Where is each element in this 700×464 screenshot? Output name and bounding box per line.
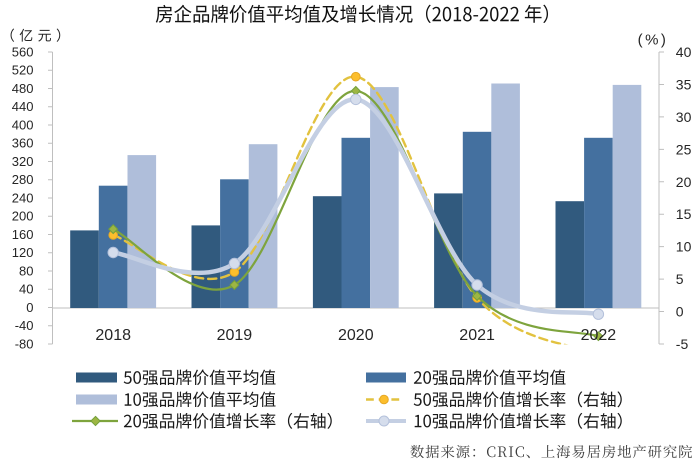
svg-text:25: 25 — [676, 141, 692, 157]
svg-text:10: 10 — [676, 239, 692, 255]
svg-text:-5: -5 — [676, 336, 689, 352]
svg-text:560: 560 — [12, 44, 34, 59]
svg-text:2020: 2020 — [338, 327, 374, 344]
svg-text:80: 80 — [19, 263, 33, 278]
svg-text:40: 40 — [19, 282, 33, 297]
svg-text:400: 400 — [12, 117, 34, 132]
svg-text:2021: 2021 — [459, 327, 495, 344]
svg-text:160: 160 — [12, 227, 34, 242]
svg-text:440: 440 — [12, 99, 34, 114]
svg-text:520: 520 — [12, 63, 34, 78]
svg-text:35: 35 — [676, 76, 692, 92]
svg-text:240: 240 — [12, 190, 34, 205]
svg-text:(%): (%) — [638, 32, 669, 49]
svg-text:2018: 2018 — [95, 327, 131, 344]
svg-text:-80: -80 — [15, 336, 34, 351]
svg-text:480: 480 — [12, 81, 34, 96]
svg-text:-40: -40 — [15, 318, 34, 333]
svg-text:40: 40 — [676, 44, 692, 60]
svg-text:2019: 2019 — [217, 327, 253, 344]
svg-text:120: 120 — [12, 245, 34, 260]
svg-text:280: 280 — [12, 172, 34, 187]
svg-text:15: 15 — [676, 206, 692, 222]
svg-text:0: 0 — [676, 304, 684, 320]
svg-text:20: 20 — [676, 174, 692, 190]
svg-text:5: 5 — [676, 271, 684, 287]
svg-text:200: 200 — [12, 209, 34, 224]
svg-text:320: 320 — [12, 154, 34, 169]
svg-text:30: 30 — [676, 109, 692, 125]
svg-text:360: 360 — [12, 136, 34, 151]
svg-text:0: 0 — [26, 300, 33, 315]
svg-text:2022: 2022 — [581, 327, 617, 344]
